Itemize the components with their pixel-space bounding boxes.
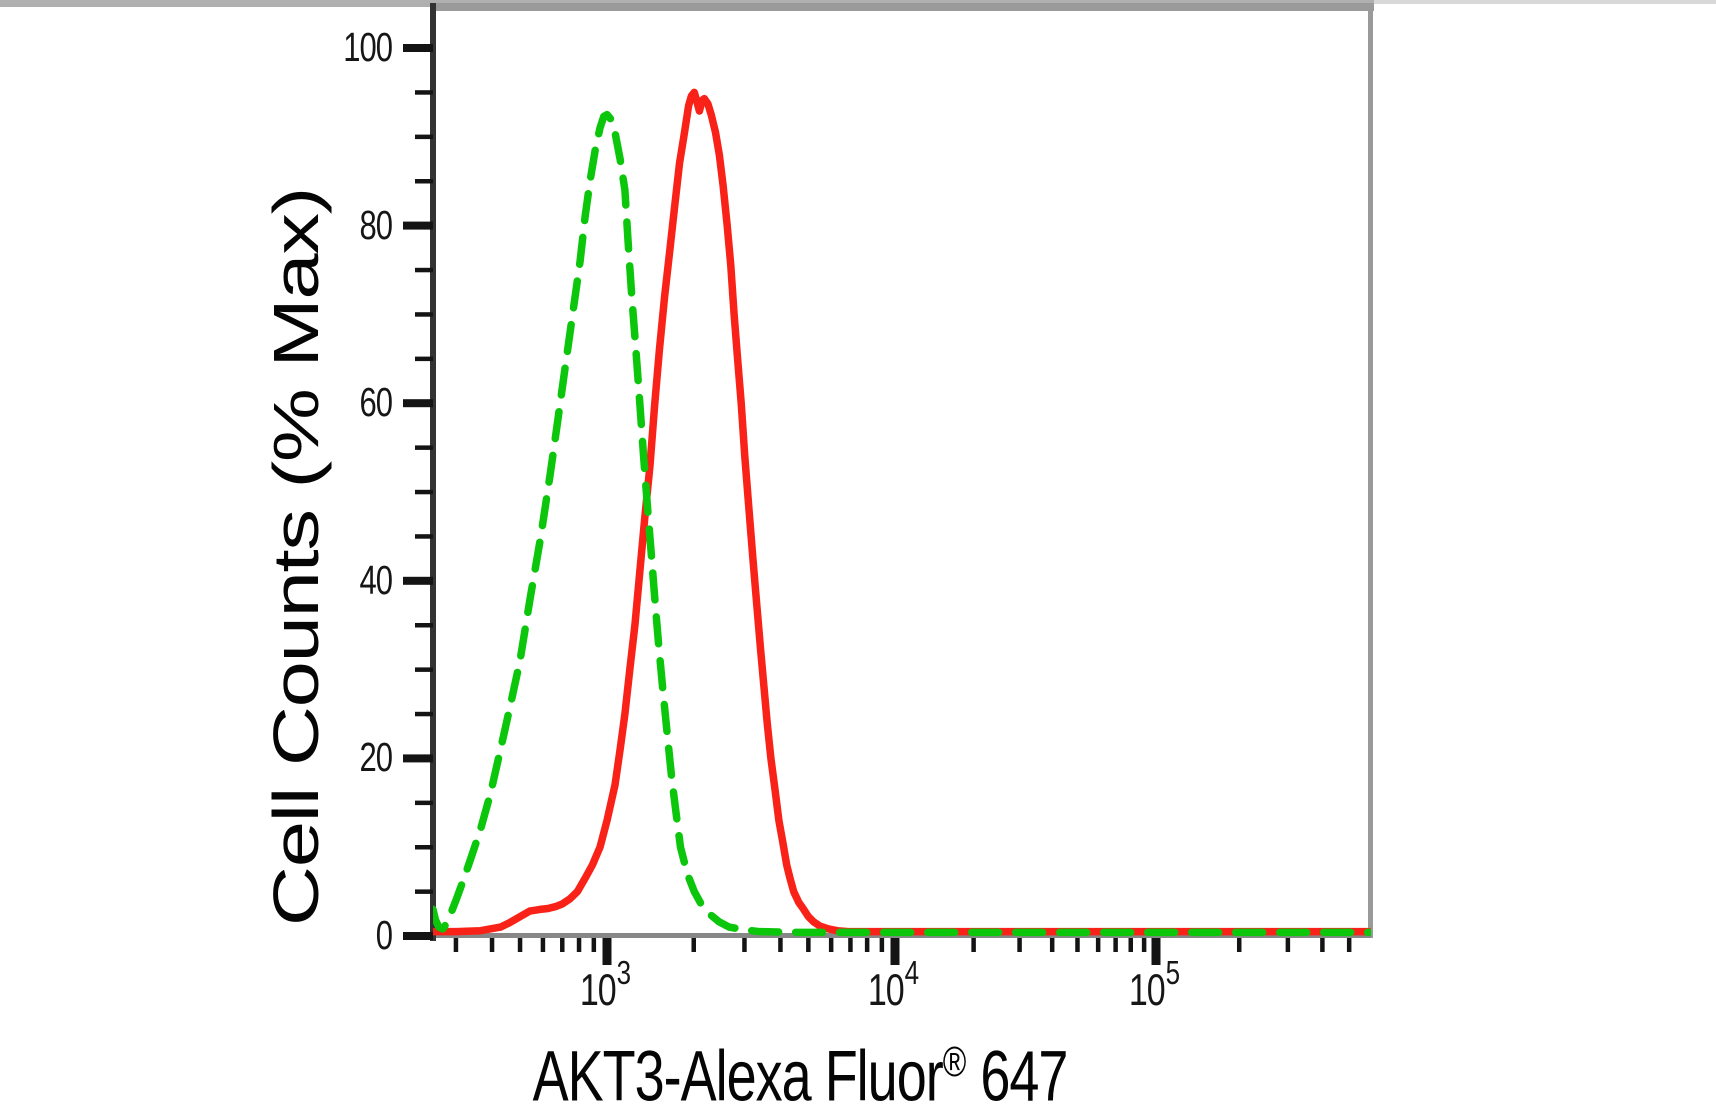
y-axis-line [430, 3, 436, 941]
x-minor-tick [848, 938, 853, 952]
x-major-tick [1151, 938, 1161, 965]
x-minor-tick [540, 938, 546, 952]
x-minor-tick [489, 938, 495, 952]
registered-trademark-icon: ® [942, 1037, 967, 1086]
x-minor-tick [517, 938, 523, 952]
y-minor-tick [415, 90, 433, 95]
x-minor-tick [1049, 938, 1055, 952]
x-minor-tick [971, 938, 976, 952]
x-minor-tick [879, 938, 885, 952]
plot-top-border [430, 3, 1374, 11]
y-major-tick [403, 221, 433, 230]
x-minor-tick [576, 938, 582, 952]
x-minor-tick [1285, 938, 1291, 952]
y-major-tick [403, 576, 433, 585]
x-tick-exponent: 5 [1165, 952, 1181, 992]
y-tick-label-80: 80 [359, 201, 393, 249]
y-tick-label-20: 20 [359, 734, 393, 781]
y-minor-tick [415, 179, 433, 184]
y-minor-tick [415, 800, 433, 806]
x-axis-title: AKT3-Alexa Fluor® 647 [400, 1036, 1200, 1114]
x-minor-tick [1128, 938, 1134, 952]
x-axis-title-main: AKT3-Alexa Fluor [532, 1037, 944, 1114]
y-minor-tick [415, 889, 433, 894]
y-tick-label-100: 100 [343, 24, 393, 71]
top-border-strip-right [1374, 0, 1716, 4]
y-tick-label-0: 0 [375, 912, 393, 959]
y-minor-tick [415, 134, 433, 140]
y-minor-tick [415, 312, 433, 317]
series-red-solid-curve [433, 88, 1371, 936]
x-tick-exponent: 3 [616, 952, 632, 992]
x-minor-tick [864, 938, 870, 952]
x-minor-tick [1113, 938, 1118, 952]
plot-right-border [1368, 3, 1373, 938]
y-tick-label-60: 60 [359, 379, 393, 426]
x-major-tick [602, 938, 612, 965]
x-minor-tick [778, 938, 783, 952]
x-tick-base: 10 [867, 966, 905, 1016]
x-minor-tick [1346, 938, 1352, 952]
y-minor-tick [415, 267, 433, 273]
x-minor-tick [828, 938, 834, 952]
x-tick-label-1e3: 103 [535, 953, 675, 1057]
y-major-tick [403, 399, 433, 408]
x-minor-tick [1017, 938, 1022, 952]
x-minor-tick [1236, 938, 1242, 952]
y-minor-tick [415, 667, 433, 672]
x-tick-label-1e5: 105 [1084, 953, 1224, 1057]
x-minor-tick [1141, 938, 1147, 952]
x-minor-tick [1320, 938, 1325, 952]
y-minor-tick [415, 845, 433, 850]
y-major-tick [403, 932, 433, 940]
y-minor-tick [415, 623, 433, 628]
x-axis-title-suffix: 647 [966, 1037, 1068, 1114]
y-minor-tick [415, 356, 433, 362]
x-tick-base: 10 [579, 966, 617, 1016]
x-tick-base: 10 [1128, 966, 1166, 1016]
x-minor-tick [742, 938, 747, 952]
x-minor-tick [691, 938, 696, 952]
x-major-tick [890, 938, 900, 965]
y-major-tick [403, 754, 433, 763]
y-minor-tick [415, 445, 433, 450]
x-minor-tick [591, 938, 597, 952]
y-minor-tick [415, 489, 433, 495]
x-minor-tick [1095, 938, 1101, 952]
x-minor-tick [1075, 938, 1080, 952]
series-green-dashed-curve [433, 110, 1371, 937]
x-tick-label-1e4: 104 [823, 953, 963, 1057]
x-minor-tick [453, 938, 459, 952]
x-minor-tick [560, 938, 565, 952]
y-minor-tick [415, 711, 433, 717]
x-minor-tick [806, 938, 811, 952]
y-major-tick [403, 44, 433, 52]
y-tick-label-40: 40 [359, 557, 393, 604]
y-minor-tick [415, 534, 433, 539]
x-tick-exponent: 4 [904, 952, 920, 992]
